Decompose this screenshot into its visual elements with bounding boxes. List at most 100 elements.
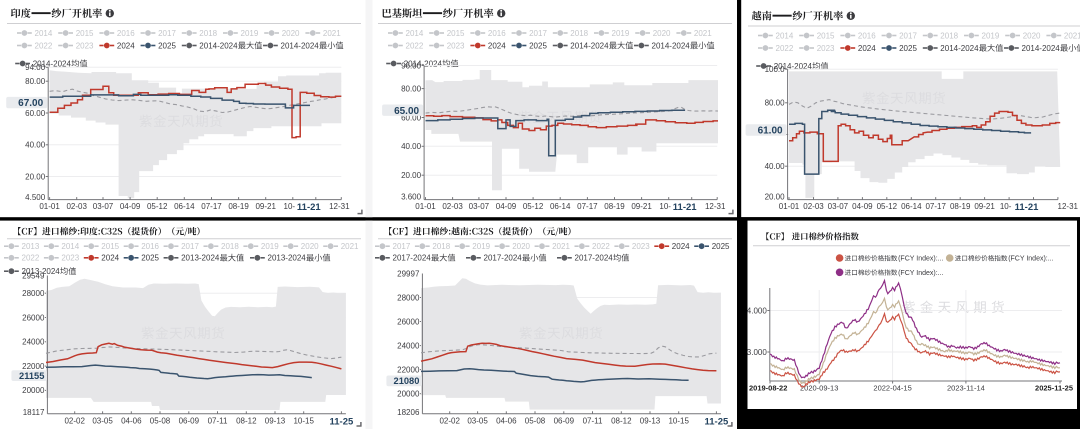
svg-text:2022: 2022 [22,254,40,263]
svg-text:03-05: 03-05 [92,416,113,425]
svg-text:08-12: 08-12 [611,416,632,425]
svg-text:26000: 26000 [22,313,45,322]
svg-text:2025: 2025 [899,44,917,53]
svg-text:2022: 2022 [35,41,53,50]
svg-text:4.000: 4.000 [747,306,768,315]
svg-text:2014-2024: 2014-2024 [33,59,72,68]
svg-text:2018: 2018 [432,242,450,251]
svg-text:01-01: 01-01 [39,202,60,211]
svg-text:60.00: 60.00 [25,109,46,118]
svg-text:12-31: 12-31 [705,202,726,211]
svg-text:2022-04-15: 2022-04-15 [873,384,911,393]
svg-text:2020: 2020 [512,242,530,251]
svg-text:18206: 18206 [397,408,420,417]
svg-text:07-17: 07-17 [201,202,222,211]
svg-text:2023: 2023 [632,242,650,251]
svg-text:2017: 2017 [181,242,199,251]
svg-text:06-09: 06-09 [179,416,200,425]
svg-text:2017-2024: 2017-2024 [575,254,614,263]
svg-text:2016: 2016 [117,29,135,38]
svg-text:02-02: 02-02 [64,416,85,425]
svg-text:2021: 2021 [341,242,359,251]
svg-text:67.00: 67.00 [18,98,43,109]
svg-text:12-31: 12-31 [329,202,350,211]
svg-text:2018: 2018 [940,31,958,40]
svg-text:3.000: 3.000 [747,348,768,357]
svg-text:2014-2024: 2014-2024 [199,41,238,50]
svg-text:2020: 2020 [301,242,319,251]
svg-text:05-08: 05-08 [525,416,546,425]
svg-text:11-25: 11-25 [705,416,729,427]
svg-text:10-: 10- [659,202,671,211]
svg-text:2016: 2016 [858,31,876,40]
svg-text:09-13: 09-13 [640,416,661,425]
svg-text:2022: 2022 [592,242,610,251]
svg-text:08-12: 08-12 [236,416,257,425]
svg-text:02-03: 02-03 [442,202,463,211]
svg-text:20.00: 20.00 [25,172,46,181]
svg-text:03-07: 03-07 [828,202,849,211]
svg-text:2013-2024: 2013-2024 [181,254,220,263]
svg-text:03-05: 03-05 [467,416,488,425]
svg-text:100.0: 100.0 [765,65,786,74]
svg-text:03-07: 03-07 [93,202,114,211]
svg-text:2017-2024: 2017-2024 [393,254,432,263]
svg-text:21155: 21155 [19,371,44,381]
svg-text:2024: 2024 [488,41,506,50]
svg-text:04-09: 04-09 [120,202,141,211]
svg-text:20.00: 20.00 [401,171,422,180]
svg-text:2025-11-25: 2025-11-25 [1035,384,1073,393]
svg-text:2014: 2014 [35,29,53,38]
svg-text:2021: 2021 [1064,31,1080,40]
svg-text:02-02: 02-02 [439,416,460,425]
svg-text:05-12: 05-12 [877,202,898,211]
svg-text:2025: 2025 [529,41,547,50]
svg-text:07-17: 07-17 [925,202,946,211]
svg-text:2018: 2018 [199,29,217,38]
svg-text:08-19: 08-19 [228,202,249,211]
svg-text:01-01: 01-01 [415,202,436,211]
svg-text:2017: 2017 [899,31,917,40]
svg-text:2020: 2020 [282,29,300,38]
svg-text:2015: 2015 [76,29,94,38]
svg-text:2015: 2015 [447,29,465,38]
svg-text:2019-08-22: 2019-08-22 [749,384,787,393]
svg-text:10-15: 10-15 [293,416,314,425]
svg-text:(FCY Index):...: (FCY Index):... [898,256,943,263]
svg-text:2013: 2013 [22,242,40,251]
svg-text:06-14: 06-14 [550,202,571,211]
svg-text:2024: 2024 [101,254,119,263]
svg-text:3.600: 3.600 [401,192,422,201]
svg-text:2019: 2019 [472,242,490,251]
svg-text:09-21: 09-21 [974,202,995,211]
svg-text:2017-2024: 2017-2024 [484,254,523,263]
svg-text:2014-2024: 2014-2024 [404,59,443,68]
svg-text:10-: 10- [1000,202,1012,211]
svg-text:2024: 2024 [117,41,135,50]
svg-text:2019: 2019 [241,29,259,38]
svg-text:28000: 28000 [22,289,45,298]
svg-text:09-21: 09-21 [255,202,276,211]
svg-text:2023-11-14: 2023-11-14 [947,384,985,393]
svg-text:26000: 26000 [397,317,420,326]
svg-text:06-09: 06-09 [554,416,575,425]
svg-text:18117: 18117 [23,408,45,417]
svg-text:65.00: 65.00 [394,106,419,117]
svg-text:2023: 2023 [817,44,835,53]
svg-text:29549: 29549 [22,271,45,280]
svg-text:24000: 24000 [22,338,45,347]
svg-text:2014: 2014 [406,29,424,38]
svg-text:10-: 10- [284,202,296,211]
svg-text:96.00: 96.00 [401,61,422,70]
svg-text:11-21: 11-21 [297,202,321,213]
svg-text:04-09: 04-09 [496,202,517,211]
svg-text:20000: 20000 [22,386,45,395]
svg-text:28000: 28000 [397,293,420,302]
svg-text:02-03: 02-03 [803,202,824,211]
svg-text:24000: 24000 [397,341,420,350]
svg-text:04-06: 04-06 [121,416,142,425]
svg-text:07-17: 07-17 [577,202,598,211]
svg-text:05-08: 05-08 [150,416,171,425]
svg-text:12-31: 12-31 [1058,202,1079,211]
svg-text:40.00: 40.00 [25,141,46,150]
